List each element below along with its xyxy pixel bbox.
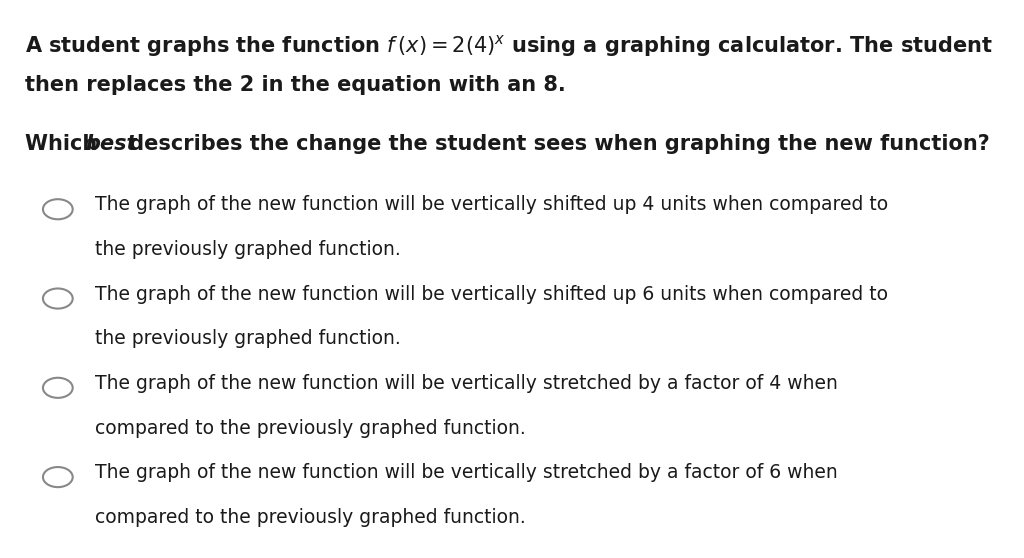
Text: A student graphs the function $f\,(x) = 2(4)^{x}$ using a graphing calculator. T: A student graphs the function $f\,(x) = …: [25, 33, 992, 60]
Text: the previously graphed function.: the previously graphed function.: [95, 329, 400, 348]
Text: then replaces the 2 in the equation with an 8.: then replaces the 2 in the equation with…: [25, 75, 565, 95]
Text: compared to the previously graphed function.: compared to the previously graphed funct…: [95, 508, 525, 527]
Text: describes the change the student sees when graphing the new function?: describes the change the student sees wh…: [122, 134, 990, 154]
Text: The graph of the new function will be vertically shifted up 4 units when compare: The graph of the new function will be ve…: [95, 195, 888, 214]
Text: The graph of the new function will be vertically stretched by a factor of 4 when: The graph of the new function will be ve…: [95, 374, 838, 393]
Text: Which: Which: [25, 134, 104, 154]
Text: The graph of the new function will be vertically stretched by a factor of 6 when: The graph of the new function will be ve…: [95, 463, 838, 482]
Text: compared to the previously graphed function.: compared to the previously graphed funct…: [95, 418, 525, 437]
Text: The graph of the new function will be vertically shifted up 6 units when compare: The graph of the new function will be ve…: [95, 285, 888, 304]
Text: the previously graphed function.: the previously graphed function.: [95, 240, 400, 259]
Text: best: best: [85, 134, 136, 154]
